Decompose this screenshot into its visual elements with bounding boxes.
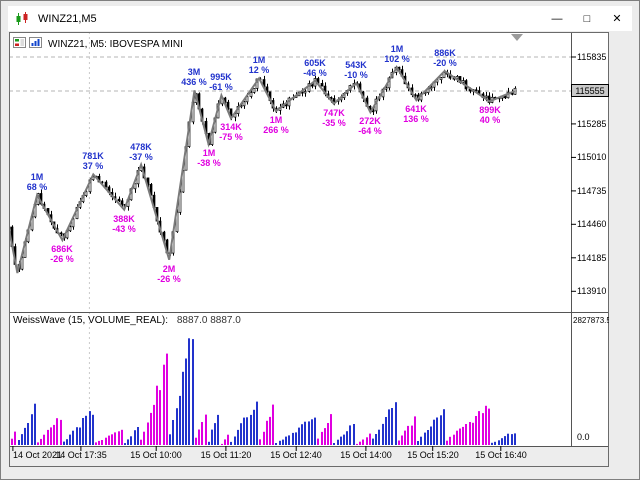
wave-label: 605K -46 % bbox=[303, 58, 327, 78]
wave-label: 1M 266 % bbox=[263, 115, 289, 135]
indicator-values: 8887.0 8887.0 bbox=[176, 315, 241, 326]
time-axis-label: 15 Oct 14:00 bbox=[340, 450, 392, 460]
wave-label: 686K -26 % bbox=[50, 244, 74, 264]
wave-label: 1M 68 % bbox=[26, 172, 48, 192]
price-axis-label: 115010 bbox=[577, 152, 607, 162]
wave-label: 781K 37 % bbox=[82, 151, 104, 171]
wave-label: 2M -26 % bbox=[157, 264, 181, 284]
wave-label: 478K -37 % bbox=[129, 142, 153, 162]
chart-app-icon bbox=[14, 10, 30, 27]
maximize-button[interactable]: □ bbox=[583, 12, 591, 25]
wave-label: 1M -38 % bbox=[197, 148, 221, 168]
wave-label: 272K -64 % bbox=[358, 116, 382, 136]
wave-label: 641K 136 % bbox=[403, 104, 429, 124]
time-axis-label: 15 Oct 10:00 bbox=[130, 450, 182, 460]
window-title: WINZ21,M5 bbox=[38, 12, 97, 25]
wave-label: 1M 12 % bbox=[248, 55, 270, 75]
indicator-header: WeissWave (15, VOLUME_REAL): 8887.0 8887… bbox=[13, 315, 241, 326]
current-price-tag: 115555 bbox=[571, 84, 609, 97]
price-axis-label: 115285 bbox=[577, 119, 607, 129]
wave-label: 3M 436 % bbox=[181, 67, 207, 87]
time-axis-label: 15 Oct 16:40 bbox=[475, 450, 527, 460]
wave-label: 543K -10 % bbox=[344, 60, 368, 80]
wave-label: 388K -43 % bbox=[112, 214, 136, 234]
price-axis-label: 114460 bbox=[577, 219, 607, 229]
window-titlebar[interactable]: WINZ21,M5 — □ ✕ bbox=[8, 6, 632, 31]
time-axis-label: 15 Oct 11:20 bbox=[200, 450, 252, 460]
indicator-axis-max: 2827873.5 bbox=[573, 316, 609, 325]
current-price-value: 115555 bbox=[575, 85, 605, 96]
chart-symbol-label: WINZ21, M5: IBOVESPA MINI bbox=[48, 38, 183, 50]
price-axis-label: 115835 bbox=[577, 52, 607, 62]
price-axis-label: 113910 bbox=[577, 286, 607, 296]
wave-label: 314K -75 % bbox=[219, 122, 243, 142]
wave-label: 886K -20 % bbox=[433, 48, 457, 68]
titlebar-buttons: — □ ✕ bbox=[542, 8, 632, 29]
price-axis-label: 114735 bbox=[577, 186, 607, 196]
wave-label: 1M 102 % bbox=[384, 44, 410, 64]
minimize-button[interactable]: — bbox=[551, 12, 563, 25]
price-axis-label: 114185 bbox=[577, 253, 607, 263]
close-button[interactable]: ✕ bbox=[612, 13, 622, 25]
wave-label: 995K -61 % bbox=[209, 72, 233, 92]
one-click-trading-icon[interactable] bbox=[13, 35, 26, 53]
chart-client-area[interactable]: WINZ21, M5: IBOVESPA MINI 1M 68 % 686K -26 … bbox=[9, 32, 609, 467]
chart-header: WINZ21, M5: IBOVESPA MINI bbox=[13, 35, 183, 53]
time-axis-label: 14 Oct 17:35 bbox=[55, 450, 107, 460]
wave-label: 747K -35 % bbox=[322, 108, 346, 128]
indicator-axis-min: 0.0 bbox=[577, 432, 590, 442]
time-axis-label: 15 Oct 15:20 bbox=[407, 450, 459, 460]
time-axis-label: 15 Oct 12:40 bbox=[270, 450, 322, 460]
wave-label: 899K 40 % bbox=[479, 105, 501, 125]
time-axis[interactable]: 14 Oct 2021 14 Oct 17:35 15 Oct 10:00 15 Oc… bbox=[9, 446, 571, 467]
time-axis-label: 14 Oct 2021 bbox=[13, 450, 63, 460]
indicator-list-icon[interactable] bbox=[29, 35, 42, 53]
indicator-name: WeissWave (15, VOLUME_REAL): bbox=[13, 315, 169, 326]
chart-canvas[interactable] bbox=[9, 32, 609, 467]
wave-labels-layer: 1M 68 % 686K -26 % 781K 37 % 388K -43 % 478K -37 … bbox=[9, 32, 571, 446]
